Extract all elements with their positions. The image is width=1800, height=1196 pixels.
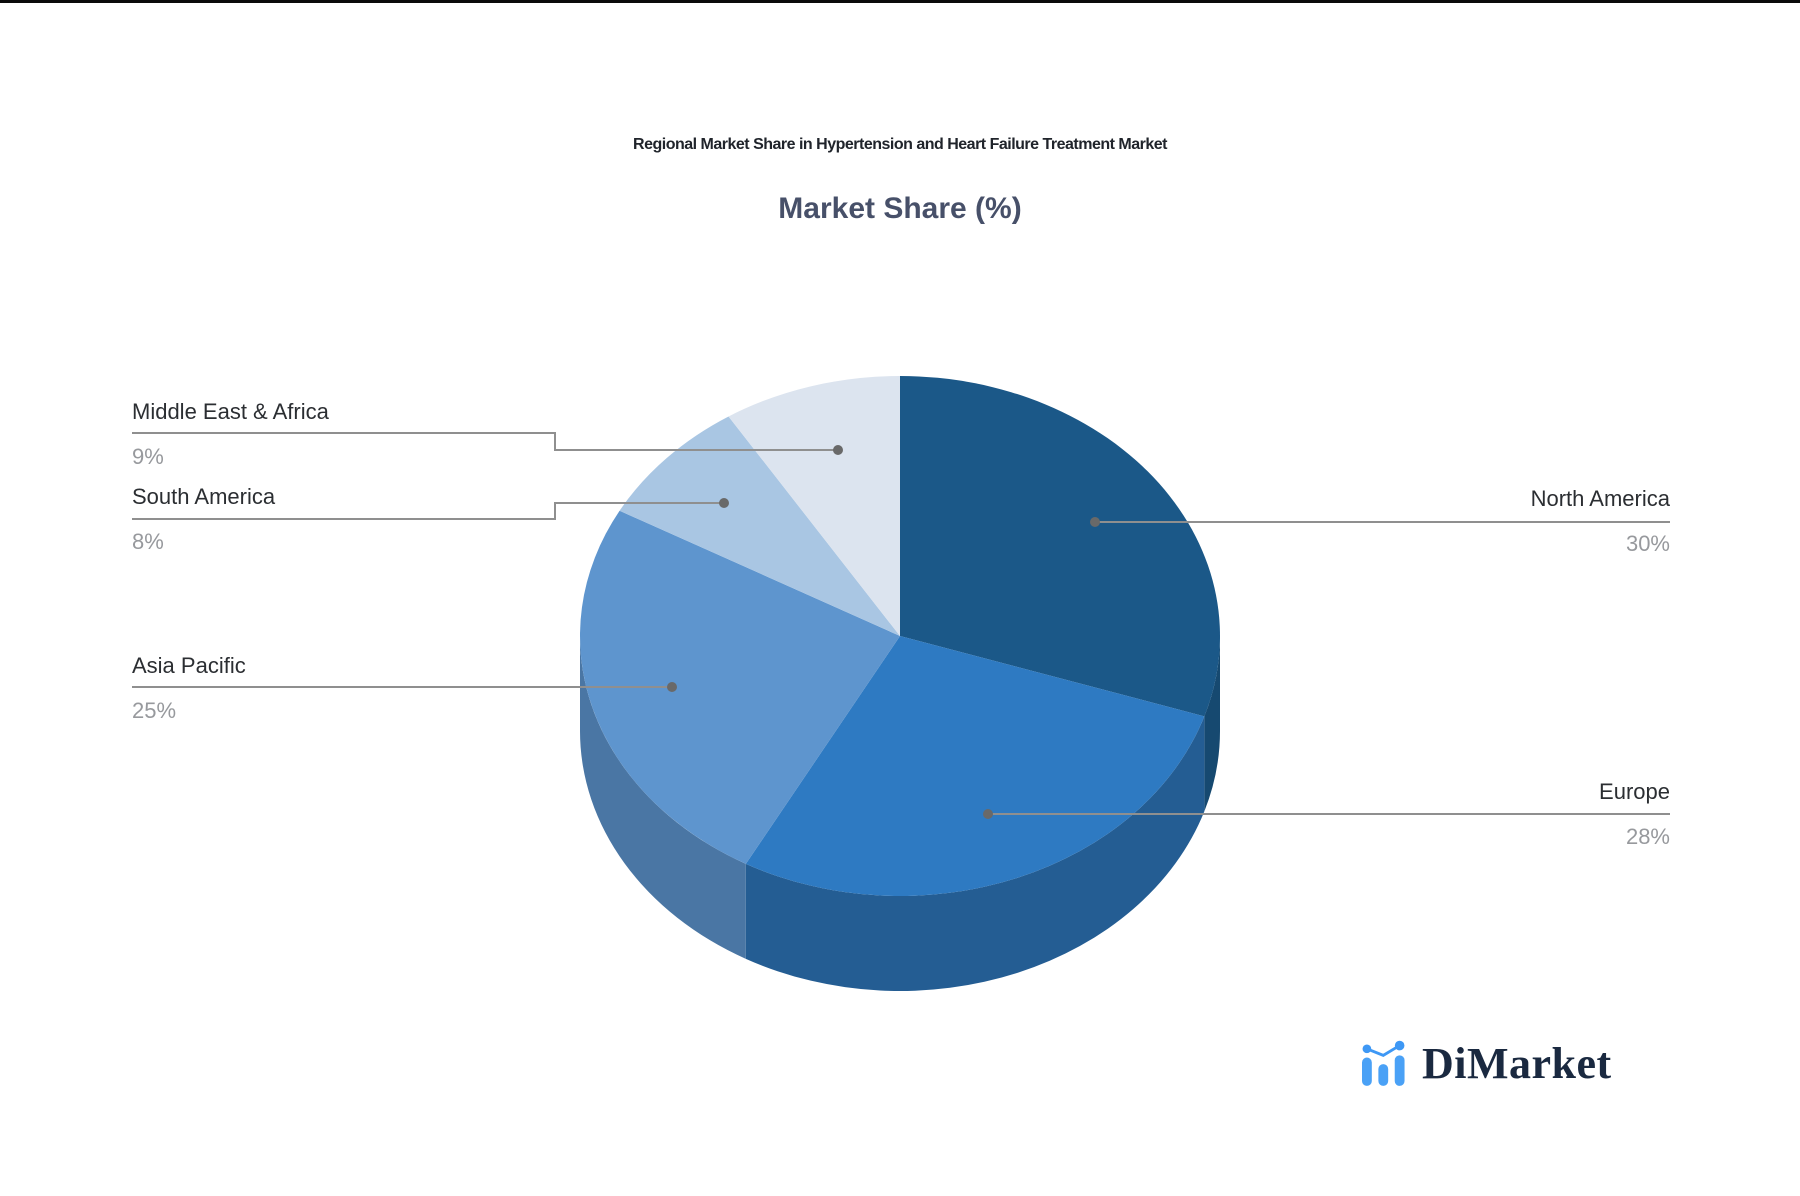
- window-top-edge: [0, 0, 1800, 3]
- slice-percent: 8%: [132, 529, 164, 554]
- pie-slice-side-asia-pacific: [580, 636, 746, 959]
- chart-title: Regional Market Share in Hypertension an…: [633, 136, 1167, 153]
- pie-slice-middle-east-africa[interactable]: [728, 376, 900, 636]
- leader-dot-north-america: [1090, 517, 1100, 527]
- slice-percent: 9%: [132, 444, 164, 469]
- chart-subtitle: Market Share (%): [778, 192, 1022, 225]
- slice-label: Europe: [1599, 779, 1670, 804]
- slice-percent: 30%: [1625, 531, 1670, 556]
- brand-logo: DiMarket: [1362, 1040, 1612, 1088]
- label-asia-pacific: Asia Pacific 25%: [132, 653, 555, 723]
- brand-name: DiMarket: [1422, 1039, 1612, 1088]
- leader-line-middle-east-africa: [132, 432, 838, 451]
- slice-label: Asia Pacific: [132, 653, 246, 678]
- slice-label: North America: [1530, 486, 1670, 511]
- slice-percent: 28%: [1625, 824, 1670, 849]
- leader-dot-middle-east-africa: [833, 445, 843, 455]
- leader-dot-south-america: [719, 498, 729, 508]
- label-middle-east-africa: Middle East & Africa 9%: [132, 399, 555, 469]
- pie-slice-side-europe: [745, 716, 1205, 991]
- label-north-america: North America 30%: [1100, 486, 1670, 556]
- slice-percent: 25%: [132, 698, 177, 723]
- leader-dot-asia-pacific: [667, 682, 677, 692]
- slice-label: South America: [132, 484, 276, 509]
- pie-slice-europe[interactable]: [745, 636, 1205, 896]
- leader-line-south-america: [132, 502, 724, 520]
- pie-slice-south-america[interactable]: [619, 416, 900, 636]
- pie-slice-asia-pacific[interactable]: [579, 510, 900, 864]
- pie-slice-north-america[interactable]: [900, 376, 1221, 717]
- label-europe: Europe 28%: [1100, 779, 1670, 849]
- logo-bar-chart-icon: [1362, 1040, 1405, 1086]
- leader-dot-europe: [983, 809, 993, 819]
- pie-slice-side-north-america: [1204, 636, 1220, 812]
- label-south-america: South America 8%: [132, 484, 555, 554]
- slice-label: Middle East & Africa: [132, 399, 329, 424]
